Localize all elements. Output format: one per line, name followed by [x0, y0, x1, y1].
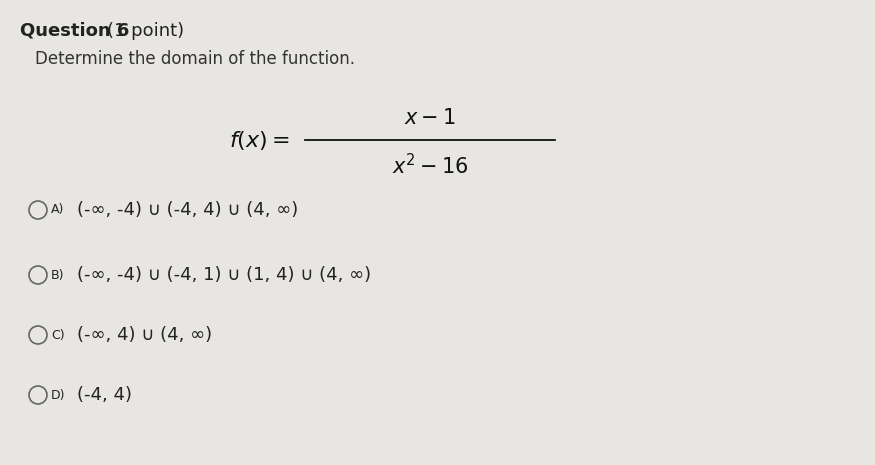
Text: Determine the domain of the function.: Determine the domain of the function. [35, 50, 355, 68]
Text: B): B) [51, 268, 65, 281]
Text: (-4, 4): (-4, 4) [77, 386, 132, 404]
Text: Question 6: Question 6 [20, 22, 130, 40]
Text: (1 point): (1 point) [107, 22, 184, 40]
Text: $x^2 - 16$: $x^2 - 16$ [392, 153, 468, 179]
Text: $x - 1$: $x - 1$ [404, 108, 456, 128]
Text: (-∞, -4) ∪ (-4, 4) ∪ (4, ∞): (-∞, -4) ∪ (-4, 4) ∪ (4, ∞) [77, 201, 298, 219]
Text: D): D) [51, 388, 66, 401]
Text: $f(x) =$: $f(x) =$ [229, 128, 290, 152]
Text: (-∞, -4) ∪ (-4, 1) ∪ (1, 4) ∪ (4, ∞): (-∞, -4) ∪ (-4, 1) ∪ (1, 4) ∪ (4, ∞) [77, 266, 371, 284]
Text: C): C) [51, 328, 65, 341]
Text: (-∞, 4) ∪ (4, ∞): (-∞, 4) ∪ (4, ∞) [77, 326, 212, 344]
Text: A): A) [51, 204, 65, 217]
